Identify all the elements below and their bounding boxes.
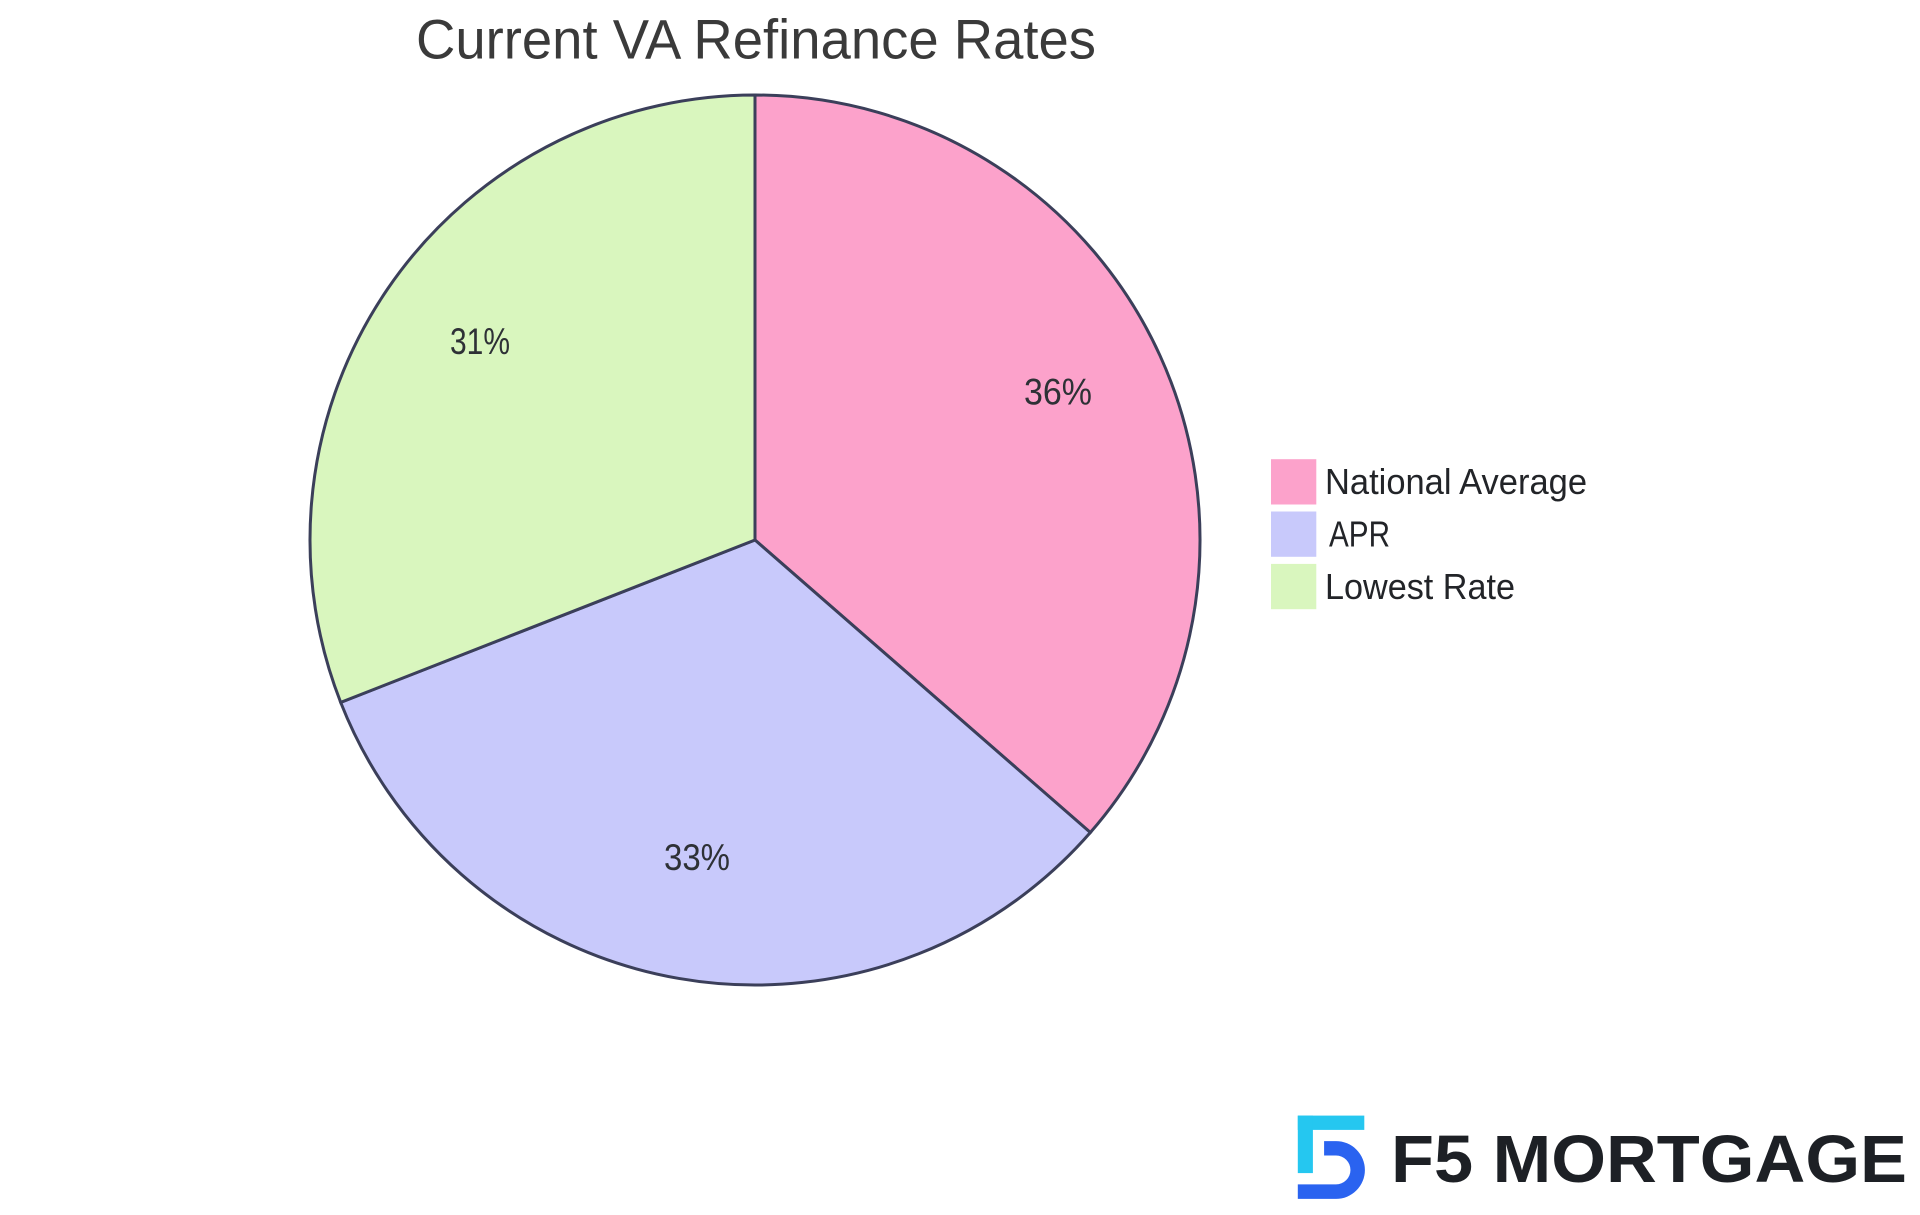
svg-text:F5 MORTGAGE: F5 MORTGAGE — [1391, 1122, 1907, 1197]
svg-text:33%: 33% — [664, 836, 730, 878]
svg-text:36%: 36% — [1024, 371, 1092, 413]
svg-text:APR: APR — [1329, 513, 1390, 554]
svg-text:Lowest Rate: Lowest Rate — [1325, 566, 1515, 607]
svg-text:31%: 31% — [450, 320, 510, 362]
svg-text:Current VA Refinance Rates: Current VA Refinance Rates — [416, 8, 1096, 71]
svg-text:National Average: National Average — [1325, 461, 1587, 502]
